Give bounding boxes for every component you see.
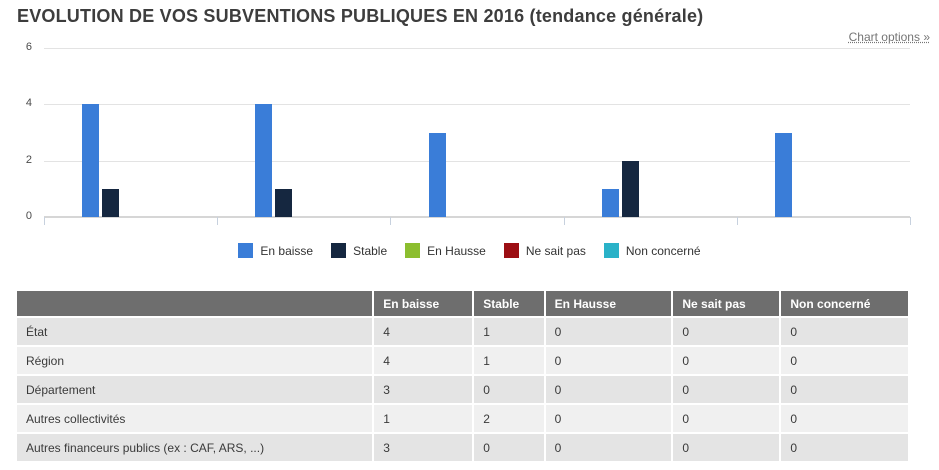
value-cell: 0 xyxy=(543,374,674,405)
legend-item-en-hausse[interactable]: En Hausse xyxy=(405,243,486,258)
value-cell: 0 xyxy=(472,432,546,463)
legend-item-ne-sait-pas[interactable]: Ne sait pas xyxy=(503,243,586,258)
value-cell: 0 xyxy=(671,316,782,347)
table-header-cell: En baisse xyxy=(372,289,475,318)
chart-options-link[interactable]: Chart options » xyxy=(848,30,930,44)
table-header-cell: Stable xyxy=(472,289,546,318)
value-cell: 3 xyxy=(372,374,475,405)
value-cell: 0 xyxy=(543,432,674,463)
legend-swatch-icon xyxy=(503,243,519,258)
legend-label: En Hausse xyxy=(427,243,486,258)
table-header-cell: Non concerné xyxy=(779,289,910,318)
bar-en-baisse xyxy=(82,104,100,217)
legend-item-en-baisse[interactable]: En baisse xyxy=(238,243,313,258)
table-row: Département 3 0 0 0 0 xyxy=(14,374,910,405)
value-cell: 4 xyxy=(372,345,475,376)
x-axis-tick xyxy=(737,217,738,225)
table-row: État 4 1 0 0 0 xyxy=(14,316,910,347)
value-cell: 0 xyxy=(779,374,910,405)
value-cell: 0 xyxy=(543,403,674,434)
value-cell: 1 xyxy=(472,345,546,376)
bar-en-baisse xyxy=(601,188,619,217)
value-cell: 0 xyxy=(779,432,910,463)
legend-swatch-icon xyxy=(405,243,421,258)
x-axis-tick xyxy=(910,217,911,225)
table-header-row: En baisse Stable En Hausse Ne sait pas Non c… xyxy=(14,289,910,318)
value-cell: 0 xyxy=(671,345,782,376)
legend-swatch-icon xyxy=(331,243,347,258)
legend-label: Non concerné xyxy=(625,243,701,258)
value-cell: 0 xyxy=(779,316,910,347)
table-row: Autres collectivités 1 2 0 0 0 xyxy=(14,403,910,434)
bar-chart-plot xyxy=(44,48,911,225)
legend-swatch-icon xyxy=(238,243,254,258)
legend-item-non-concerné[interactable]: Non concerné xyxy=(603,243,701,258)
data-table: En baisse Stable En Hausse Ne sait pas Non c… xyxy=(14,289,910,463)
table-header-cell: En Hausse xyxy=(543,289,674,318)
value-cell: 0 xyxy=(472,374,546,405)
bar-en-baisse xyxy=(255,104,273,217)
row-label-cell: État xyxy=(14,316,375,347)
x-axis-tick xyxy=(564,217,565,225)
row-label-cell: Département xyxy=(14,374,375,405)
y-axis-tick-label: 0 xyxy=(25,210,32,222)
y-axis-tick-label: 2 xyxy=(25,153,32,166)
table-row: Autres financeurs publics (ex : CAF, ARS… xyxy=(14,432,910,463)
value-cell: 0 xyxy=(671,374,782,405)
row-label-cell: Autres financeurs publics (ex : CAF, ARS… xyxy=(14,432,375,463)
legend-label: Ne sait pas xyxy=(525,243,586,258)
table-row: Région 4 1 0 0 0 xyxy=(14,345,910,376)
value-cell: 3 xyxy=(372,432,475,463)
table-header-cell xyxy=(14,289,375,318)
value-cell: 1 xyxy=(372,403,475,434)
value-cell: 0 xyxy=(671,432,782,463)
legend-label: En baisse xyxy=(260,243,314,258)
bar-en-baisse xyxy=(774,132,792,217)
gridline xyxy=(44,48,910,49)
value-cell: 0 xyxy=(543,316,674,347)
gridline xyxy=(44,160,910,162)
x-axis-line xyxy=(44,216,910,218)
legend-item-stable[interactable]: Stable xyxy=(331,243,387,258)
y-axis-tick-label: 4 xyxy=(25,97,32,110)
value-cell: 0 xyxy=(779,345,910,376)
value-cell: 0 xyxy=(671,403,782,434)
table-header-cell: Ne sait pas xyxy=(671,289,782,318)
bar-stable xyxy=(102,188,120,217)
chart-legend: En baisse Stable En Hausse Ne sait pas Non c… xyxy=(0,243,939,258)
legend-label: Stable xyxy=(353,243,388,258)
value-cell: 0 xyxy=(779,403,910,434)
value-cell: 0 xyxy=(543,345,674,376)
bar-stable xyxy=(621,160,639,217)
row-label-cell: Autres collectivités xyxy=(14,403,375,434)
gridline xyxy=(44,104,910,106)
value-cell: 1 xyxy=(472,316,546,347)
value-cell: 2 xyxy=(472,403,546,434)
x-axis-tick xyxy=(44,217,45,225)
y-axis-tick-label: 6 xyxy=(25,41,32,53)
value-cell: 4 xyxy=(372,316,475,347)
x-axis-tick xyxy=(217,217,218,225)
bar-en-baisse xyxy=(428,132,446,217)
legend-swatch-icon xyxy=(603,243,619,258)
row-label-cell: Région xyxy=(14,345,375,376)
bar-stable xyxy=(275,188,293,217)
chart-title: EVOLUTION DE VOS SUBVENTIONS PUBLIQUES E… xyxy=(17,6,704,26)
x-axis-tick xyxy=(390,217,391,225)
